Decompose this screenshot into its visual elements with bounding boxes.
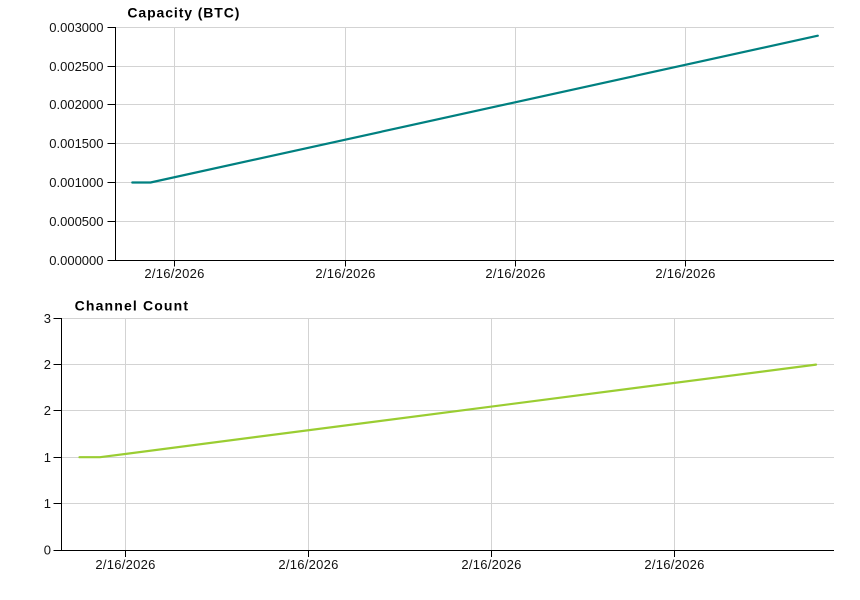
- svg-text:2/16/2026: 2/16/2026: [655, 266, 715, 281]
- svg-text:0.001000: 0.001000: [49, 175, 103, 190]
- svg-text:2/16/2026: 2/16/2026: [144, 266, 204, 281]
- svg-text:Channel Count: Channel Count: [75, 298, 189, 314]
- svg-text:2/16/2026: 2/16/2026: [485, 266, 545, 281]
- svg-text:0.001500: 0.001500: [49, 136, 103, 151]
- svg-text:0.000500: 0.000500: [49, 214, 103, 229]
- svg-text:2: 2: [44, 357, 51, 372]
- svg-text:0.002000: 0.002000: [49, 97, 103, 112]
- svg-text:1: 1: [44, 496, 51, 511]
- svg-text:0.002500: 0.002500: [49, 59, 103, 74]
- svg-text:Capacity (BTC): Capacity (BTC): [127, 5, 240, 21]
- svg-text:3: 3: [44, 311, 51, 326]
- svg-text:0.003000: 0.003000: [49, 20, 103, 35]
- svg-text:2: 2: [44, 403, 51, 418]
- svg-text:2/16/2026: 2/16/2026: [95, 557, 155, 572]
- svg-text:0: 0: [44, 543, 51, 558]
- svg-text:1: 1: [44, 450, 51, 465]
- svg-text:2/16/2026: 2/16/2026: [278, 557, 338, 572]
- svg-text:2/16/2026: 2/16/2026: [644, 557, 704, 572]
- svg-text:0.000000: 0.000000: [49, 253, 103, 268]
- svg-text:2/16/2026: 2/16/2026: [461, 557, 521, 572]
- svg-text:2/16/2026: 2/16/2026: [315, 266, 375, 281]
